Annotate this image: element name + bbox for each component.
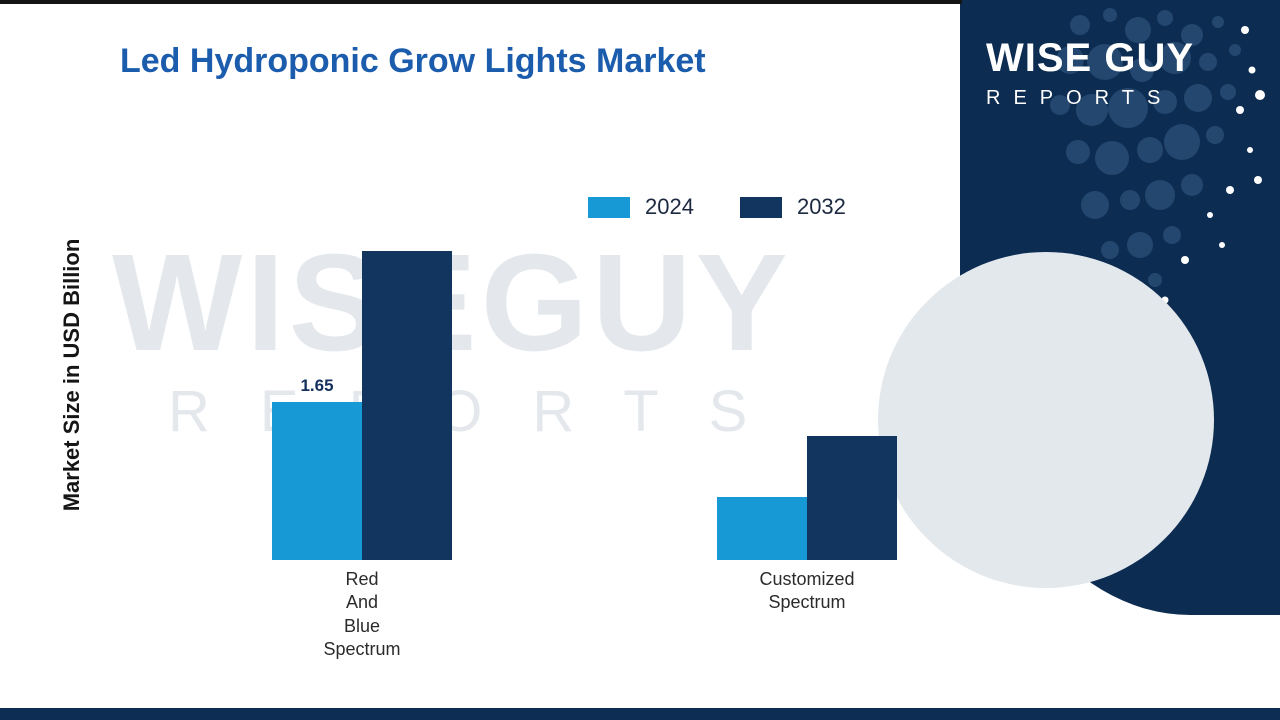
bar-value-label: 1.65 bbox=[300, 376, 334, 395]
watermark-reports-text: REPORTS bbox=[168, 379, 798, 444]
legend-item-2024: 2024 bbox=[588, 194, 694, 220]
page-title: Led Hydroponic Grow Lights Market bbox=[120, 42, 706, 80]
bar-2024-customized-spectrum bbox=[717, 497, 807, 560]
legend-swatch-2024 bbox=[588, 196, 630, 218]
brand-logo: WISE GUY REPORTS bbox=[986, 36, 1194, 110]
legend-item-2032: 2032 bbox=[739, 194, 846, 220]
bottom-strip bbox=[0, 708, 1280, 720]
bar-2032-customized-spectrum bbox=[807, 436, 897, 560]
chart-legend: 2024 2032 bbox=[588, 194, 846, 220]
category-label-customized-spectrum: Customized Spectrum bbox=[759, 569, 855, 613]
watermark-head-circle bbox=[878, 252, 1214, 588]
legend-label-2024: 2024 bbox=[645, 194, 694, 219]
category-label-red-and-blue-spectrum: Red And Blue Spectrum bbox=[323, 569, 401, 660]
brand-wordmark: WISE GUY bbox=[986, 36, 1195, 80]
top-strip bbox=[0, 0, 962, 4]
legend-label-2032: 2032 bbox=[796, 194, 846, 219]
dotted-head-graphic bbox=[1050, 8, 1265, 483]
brand-subtitle: REPORTS bbox=[986, 87, 1174, 109]
bar-2024-red-and-blue-spectrum bbox=[272, 402, 362, 560]
legend-swatch-2032 bbox=[739, 196, 782, 218]
bar-2032-red-and-blue-spectrum bbox=[362, 251, 452, 560]
